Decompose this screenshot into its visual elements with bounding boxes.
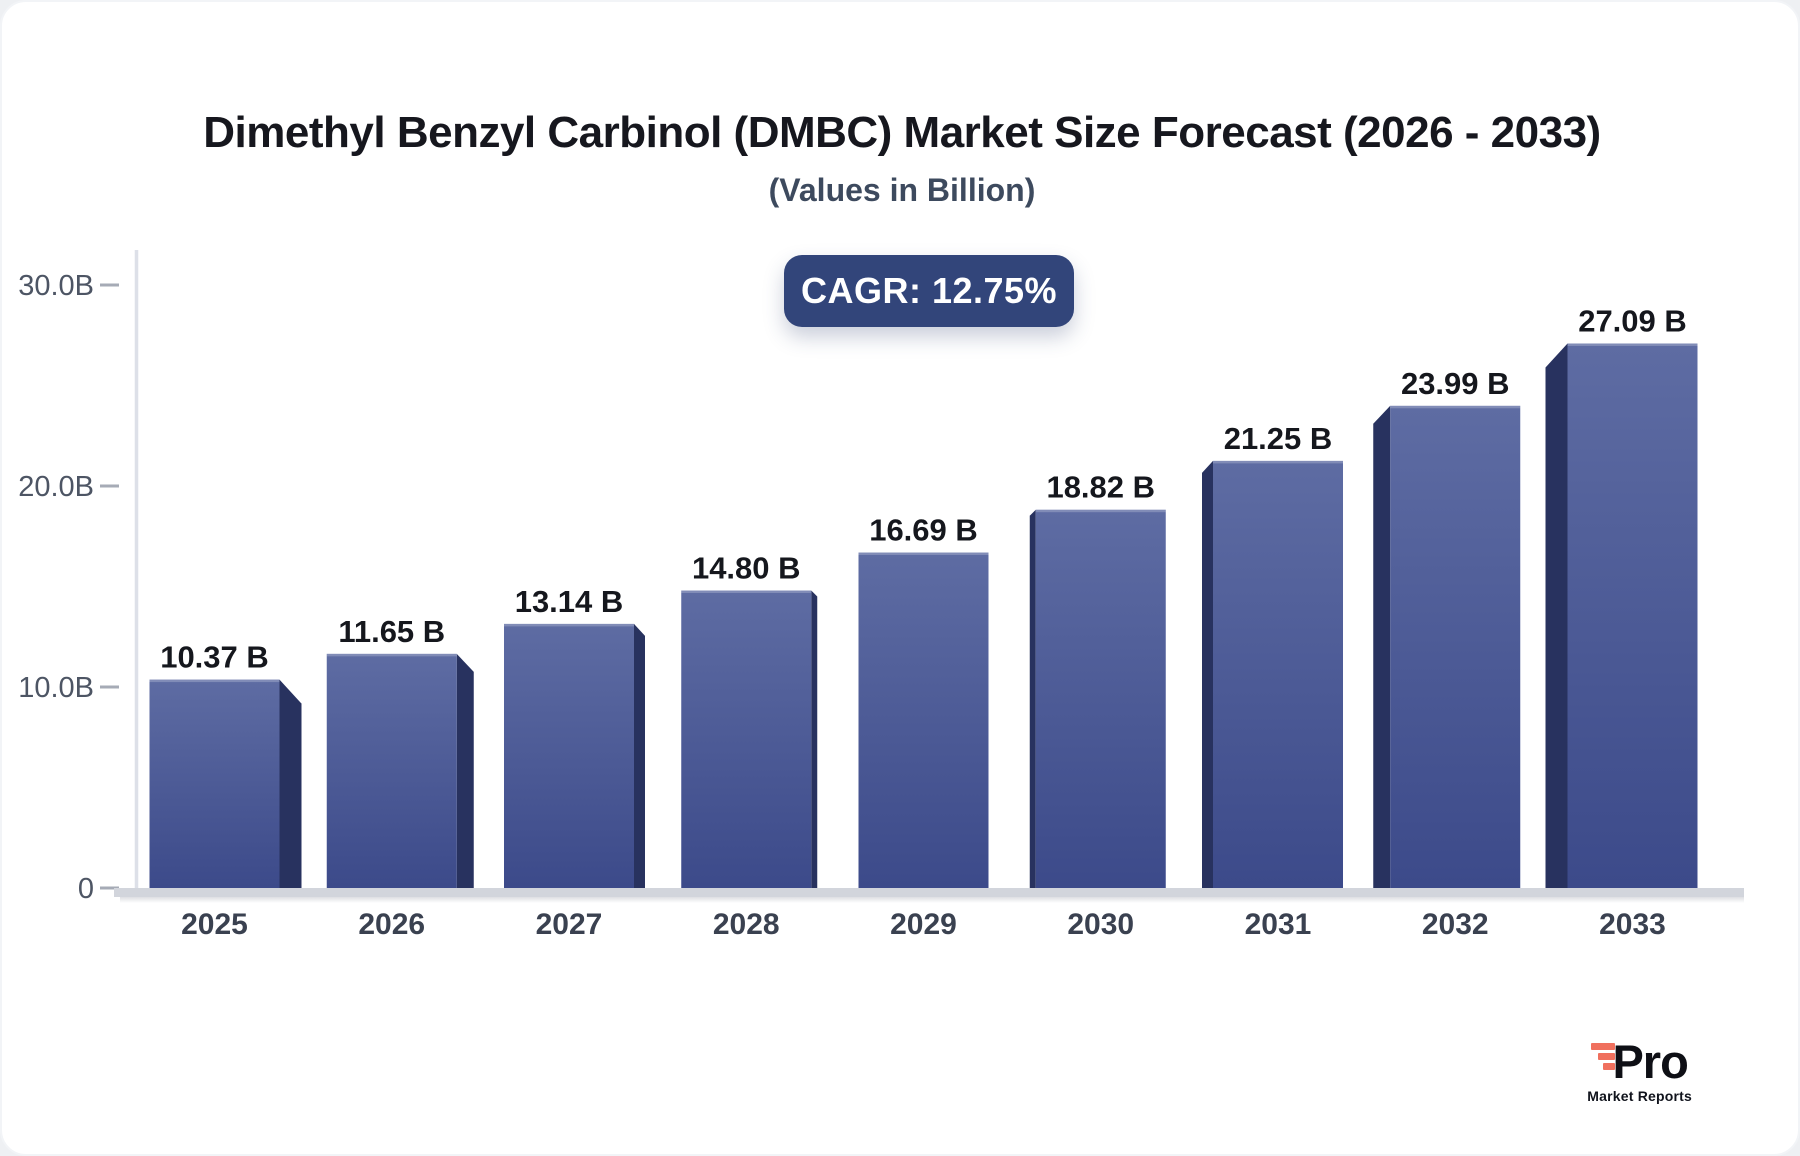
bar-top-highlight bbox=[326, 653, 457, 657]
logo-mark: Pro bbox=[1591, 1035, 1689, 1088]
bar-value-label: 23.99 B bbox=[1401, 366, 1510, 401]
bar-side-2030 bbox=[1029, 509, 1036, 888]
bar-2026 bbox=[326, 653, 457, 888]
bar-top-highlight bbox=[149, 679, 280, 683]
logo-flag-icon bbox=[1591, 1043, 1616, 1070]
y-tick-label: 0 bbox=[78, 873, 94, 905]
logo-flag-bar bbox=[1598, 1053, 1616, 1060]
bar-top-highlight bbox=[504, 623, 634, 627]
x-axis-label-2026: 2026 bbox=[358, 908, 425, 941]
bar-top-highlight bbox=[1567, 343, 1698, 346]
bar-2030 bbox=[1035, 509, 1166, 888]
bar-value-label: 14.80 B bbox=[692, 551, 801, 586]
x-axis-label-2027: 2027 bbox=[536, 908, 603, 941]
x-axis-label-2028: 2028 bbox=[713, 908, 780, 941]
x-axis-baseline bbox=[114, 888, 1744, 897]
bar-2025 bbox=[149, 679, 280, 888]
bar-2033 bbox=[1567, 343, 1698, 889]
bar-side-2025 bbox=[279, 679, 302, 888]
x-axis-label-2029: 2029 bbox=[890, 908, 957, 941]
bar-top-highlight bbox=[1390, 405, 1521, 409]
y-tick-label: 10.0B bbox=[18, 672, 94, 704]
x-axis-label-2033: 2033 bbox=[1599, 908, 1666, 941]
y-tick-label: 30.0B bbox=[18, 270, 94, 302]
bar-2028 bbox=[681, 590, 812, 888]
bar-top-highlight bbox=[681, 590, 812, 594]
bar-value-label: 13.14 B bbox=[515, 584, 624, 619]
logo-flag-bar bbox=[1591, 1043, 1616, 1050]
bar-value-label: 18.82 B bbox=[1046, 470, 1155, 505]
bar-side-2032 bbox=[1373, 405, 1391, 888]
logo-flag-bar bbox=[1603, 1063, 1616, 1070]
x-axis-label-2031: 2031 bbox=[1245, 908, 1312, 941]
chart-subtitle: (Values in Billion) bbox=[768, 172, 1036, 208]
logo-subtext: Market Reports bbox=[1587, 1088, 1692, 1104]
x-axis-baseline-shadow bbox=[120, 897, 1744, 903]
cagr-badge-label: CAGR: 12.75% bbox=[800, 270, 1058, 311]
bar-side-2028 bbox=[811, 590, 818, 888]
bar-value-label: 21.25 B bbox=[1224, 421, 1333, 456]
logo-name: Pro bbox=[1612, 1035, 1688, 1088]
bar-2029 bbox=[858, 552, 989, 888]
bar-value-label: 11.65 B bbox=[338, 614, 445, 649]
bar-side-2033 bbox=[1545, 343, 1568, 889]
bar-top-highlight bbox=[858, 552, 989, 556]
bar-top-highlight bbox=[1213, 460, 1343, 464]
bar-2031 bbox=[1213, 460, 1343, 888]
x-axis-label-2025: 2025 bbox=[181, 908, 248, 941]
bar-side-2031 bbox=[1202, 460, 1213, 888]
bar-2032 bbox=[1390, 405, 1521, 888]
bar-side-2026 bbox=[456, 653, 474, 888]
bar-value-label: 27.09 B bbox=[1578, 303, 1687, 338]
chart-title: Dimethyl Benzyl Carbinol (DMBC) Market S… bbox=[203, 108, 1601, 157]
x-axis-label-2030: 2030 bbox=[1067, 908, 1134, 941]
x-axis-label-2032: 2032 bbox=[1422, 908, 1489, 941]
bar-value-label: 10.37 B bbox=[160, 640, 269, 675]
bar-2027 bbox=[504, 623, 634, 888]
cagr-badge: CAGR: 12.75% bbox=[784, 255, 1074, 327]
bar-value-label: 16.69 B bbox=[869, 513, 978, 548]
y-tick-label: 20.0B bbox=[18, 471, 94, 503]
bar-side-2027 bbox=[634, 623, 645, 888]
logo: Pro Market Reports bbox=[1587, 1038, 1692, 1104]
bar-top-highlight bbox=[1035, 509, 1166, 513]
